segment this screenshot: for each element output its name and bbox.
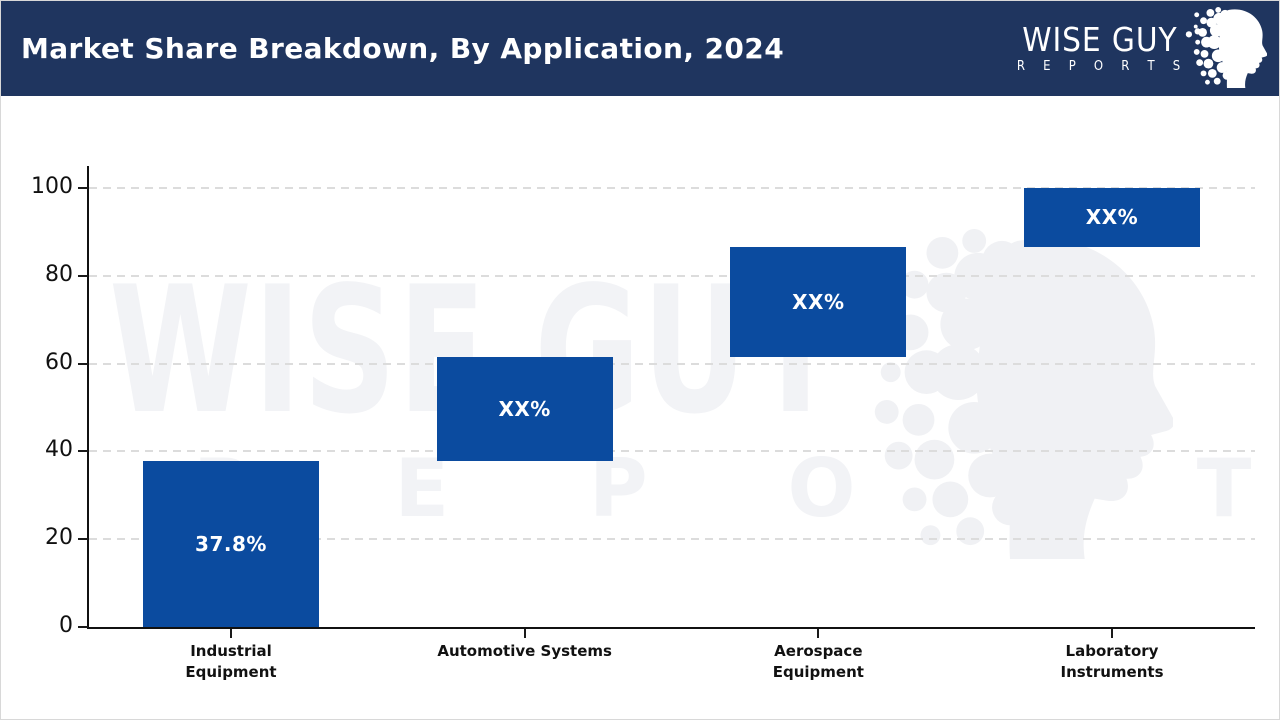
- y-tick-label-20: 20: [45, 525, 73, 551]
- x-tick-automotive-systems: [523, 629, 526, 638]
- header: Market Share Breakdown, By Application, …: [1, 1, 1279, 96]
- x-tick-label-aerospace-equipment: Aerospace Equipment: [688, 641, 948, 683]
- y-tick-80: [78, 274, 88, 277]
- bar-value-label: XX%: [498, 397, 551, 422]
- x-axis-line: [87, 627, 1255, 629]
- y-tick-label-40: 40: [45, 437, 73, 463]
- x-tick-label-line: Instruments: [1060, 663, 1164, 681]
- bar-value-label: XX%: [1085, 205, 1139, 230]
- x-tick-laboratory-instruments: [1111, 629, 1113, 638]
- y-tick-label-0: 0: [59, 613, 73, 638]
- x-tick-label-industrial-equipment: Industrial Equipment: [101, 641, 361, 683]
- logo-wordmark: WISE GUY: [1021, 19, 1178, 59]
- gridline-y-80: [89, 274, 1255, 277]
- logo-subtext: R E P O R T S: [1016, 59, 1187, 75]
- gridline-y-60: [89, 362, 1255, 365]
- gridline-y-100: [89, 187, 1255, 189]
- x-tick-industrial-equipment: [230, 629, 232, 638]
- y-axis-line: [87, 166, 89, 629]
- x-tick-label-line: Equipment: [185, 663, 277, 681]
- logo-wordmark-block: WISE GUY R E P O R T S: [1012, 19, 1187, 75]
- x-tick-label-line: Automotive Systems: [437, 642, 612, 660]
- y-tick-60: [78, 362, 88, 365]
- y-tick-40: [78, 450, 88, 453]
- gridline-y-20: [89, 538, 1255, 541]
- gridline-y-40: [89, 450, 1255, 453]
- wiseguy-logo: WISE GUY R E P O R T S: [993, 6, 1267, 90]
- y-tick-20: [78, 538, 88, 541]
- bar-industrial-equipment: 37.8%: [143, 461, 319, 627]
- x-tick-label-line: Aerospace: [774, 642, 863, 660]
- x-tick-label-laboratory-instruments: Laboratory Instruments: [982, 641, 1242, 683]
- x-tick-label-line: Industrial: [190, 642, 272, 660]
- y-tick-0: [78, 626, 88, 628]
- y-tick-label-100: 100: [31, 174, 73, 199]
- x-tick-label-automotive-systems: Automotive Systems: [395, 641, 655, 662]
- page-title: Market Share Breakdown, By Application, …: [21, 32, 785, 65]
- x-tick-aerospace-equipment: [817, 629, 820, 638]
- bar-value-label: 37.8%: [195, 532, 267, 557]
- y-tick-label-60: 60: [45, 349, 73, 375]
- x-tick-label-line: Equipment: [772, 663, 864, 681]
- bar-automotive-systems: XX%: [436, 357, 613, 462]
- bar-aerospace-equipment: XX%: [730, 246, 907, 358]
- bar-laboratory-instruments: XX%: [1024, 188, 1200, 247]
- logo-face-icon: [1185, 7, 1267, 89]
- x-tick-label-line: Laboratory: [1065, 642, 1159, 660]
- y-tick-label-80: 80: [45, 261, 73, 287]
- bar-value-label: XX%: [792, 290, 845, 315]
- y-tick-100: [78, 187, 88, 189]
